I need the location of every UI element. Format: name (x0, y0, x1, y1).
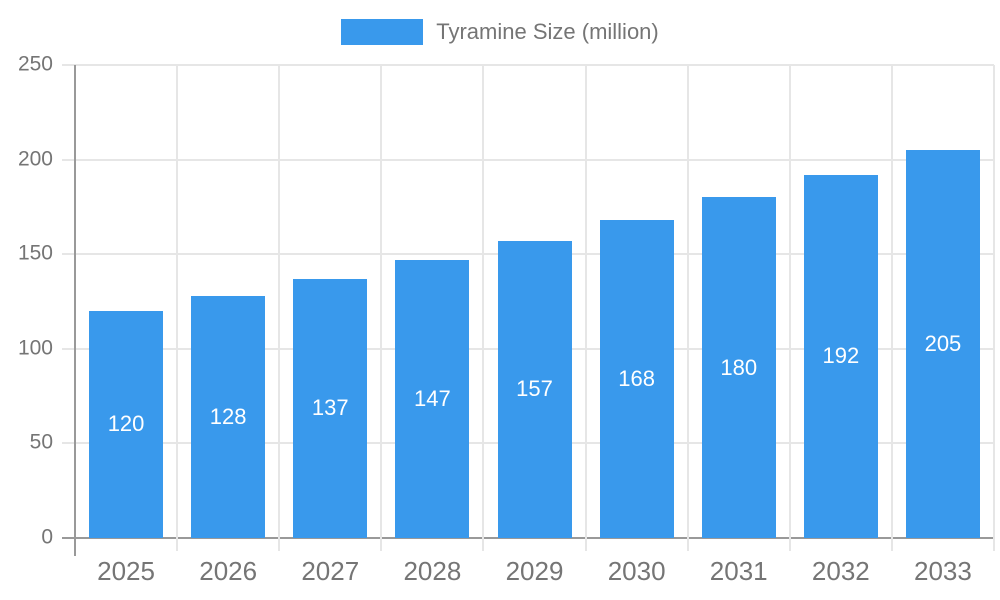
bar-2026[interactable]: 128 (191, 295, 266, 538)
bar-value-label: 157 (516, 376, 553, 402)
legend-item[interactable]: Tyramine Size (million) (0, 17, 1000, 47)
bar-value-label: 180 (720, 354, 758, 380)
legend-swatch (341, 19, 424, 45)
y-axis-tick-label: 100 (17, 336, 53, 360)
bar-2027[interactable]: 137 (293, 278, 368, 538)
bar-value-label: 120 (107, 411, 145, 437)
bar-value-label: 168 (618, 366, 655, 392)
bar-2028[interactable]: 147 (395, 259, 470, 538)
y-axis-tick-label: 150 (17, 241, 53, 265)
gridline-vertical (278, 65, 281, 551)
bar-value-label: 205 (924, 331, 962, 357)
y-axis-tick-label: 250 (17, 52, 53, 76)
x-axis-tick-label: 2028 (403, 556, 462, 586)
legend-label: Tyramine Size (million) (436, 19, 659, 44)
bar-value-label: 137 (311, 395, 349, 421)
gridline-vertical (686, 65, 689, 551)
gridline-vertical (788, 65, 791, 551)
gridline-vertical (584, 65, 587, 551)
bar-2033[interactable]: 205 (905, 150, 980, 538)
gridline-vertical (380, 65, 383, 551)
x-axis-tick-label: 2031 (709, 556, 768, 586)
y-axis-tick-label: 50 (29, 430, 53, 454)
x-axis-tick-label: 2026 (199, 556, 258, 586)
bar-2030[interactable]: 168 (599, 220, 674, 538)
y-axis-tick-label: 0 (41, 525, 53, 549)
x-axis-tick-label: 2032 (811, 556, 870, 586)
bar-value-label: 128 (209, 403, 247, 429)
gridline-vertical (890, 65, 893, 551)
x-axis-tick-label: 2025 (97, 556, 155, 586)
bar-2029[interactable]: 157 (497, 240, 572, 538)
y-axis-tick-label: 200 (17, 147, 53, 171)
x-axis-tick-label: 2030 (607, 556, 666, 586)
gridline-vertical (482, 65, 485, 551)
bar-2025[interactable]: 120 (89, 310, 164, 538)
x-axis-tick-label: 2033 (914, 556, 972, 586)
gridline-vertical (993, 65, 995, 551)
gridline-horizontal (62, 64, 994, 66)
bar-2031[interactable]: 180 (701, 197, 776, 538)
x-axis-tick-label: 2027 (301, 556, 360, 586)
bar-value-label: 147 (414, 385, 451, 411)
bar-2032[interactable]: 192 (803, 174, 878, 538)
gridline-horizontal (62, 158, 994, 161)
x-axis-line (62, 537, 994, 539)
gridline-vertical (176, 65, 179, 551)
bar-value-label: 192 (822, 343, 860, 369)
x-axis-tick-label: 2029 (505, 556, 564, 586)
y-axis-line (74, 65, 76, 556)
plot-area: 120 128 137 147 157 168 180 192 205 (62, 64, 995, 556)
